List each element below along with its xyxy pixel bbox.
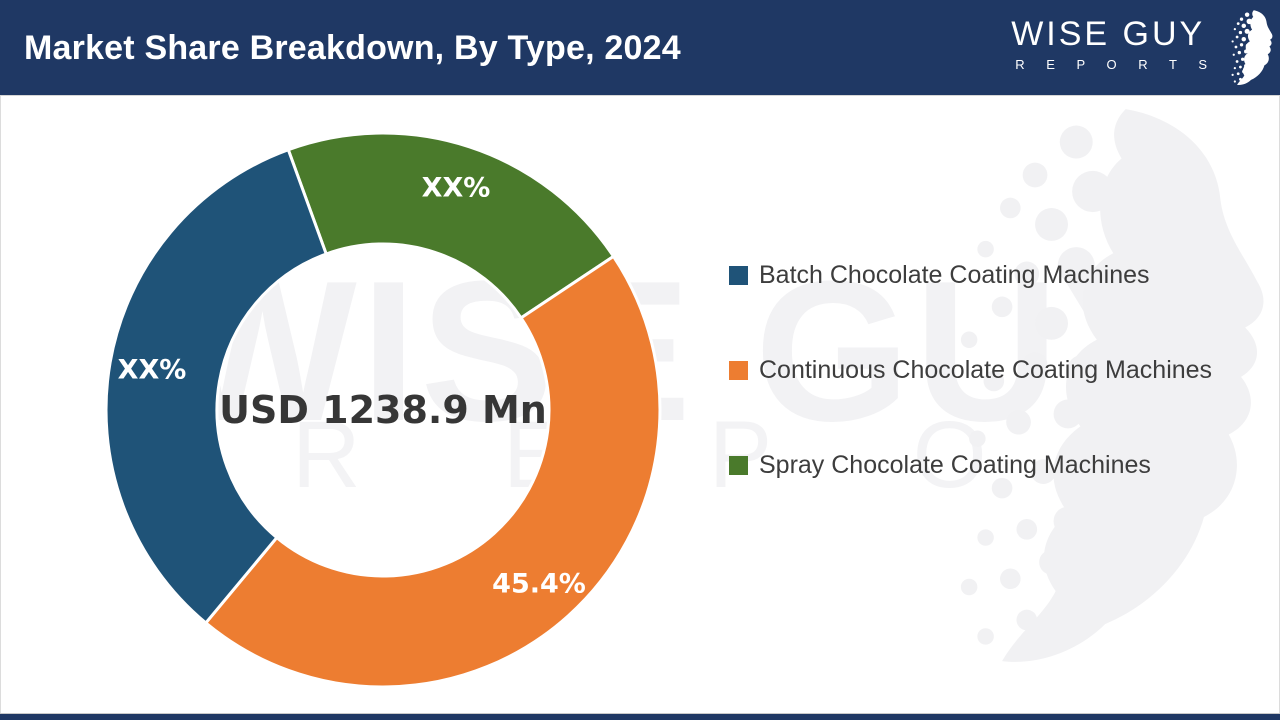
slice-label-1: 45.4% [492,568,586,600]
brand-name: WISE GUY [1011,15,1206,53]
center-value: USD 1238.9 Mn [219,388,547,432]
page-title: Market Share Breakdown, By Type, 2024 [24,28,681,67]
slice-label-2: XX% [421,172,491,204]
donut-slice-0 [104,148,328,625]
brand-logo: WISE GUY R E P O R T S [1011,14,1216,72]
footer-bar [0,713,1280,720]
brand-reports: R E P O R T S [1015,57,1216,72]
header: Market Share Breakdown, By Type, 2024 WI… [0,0,1280,96]
donut-slice-1 [204,254,662,689]
donut-slice-2 [286,131,615,320]
slice-label-0: XX% [117,354,187,386]
